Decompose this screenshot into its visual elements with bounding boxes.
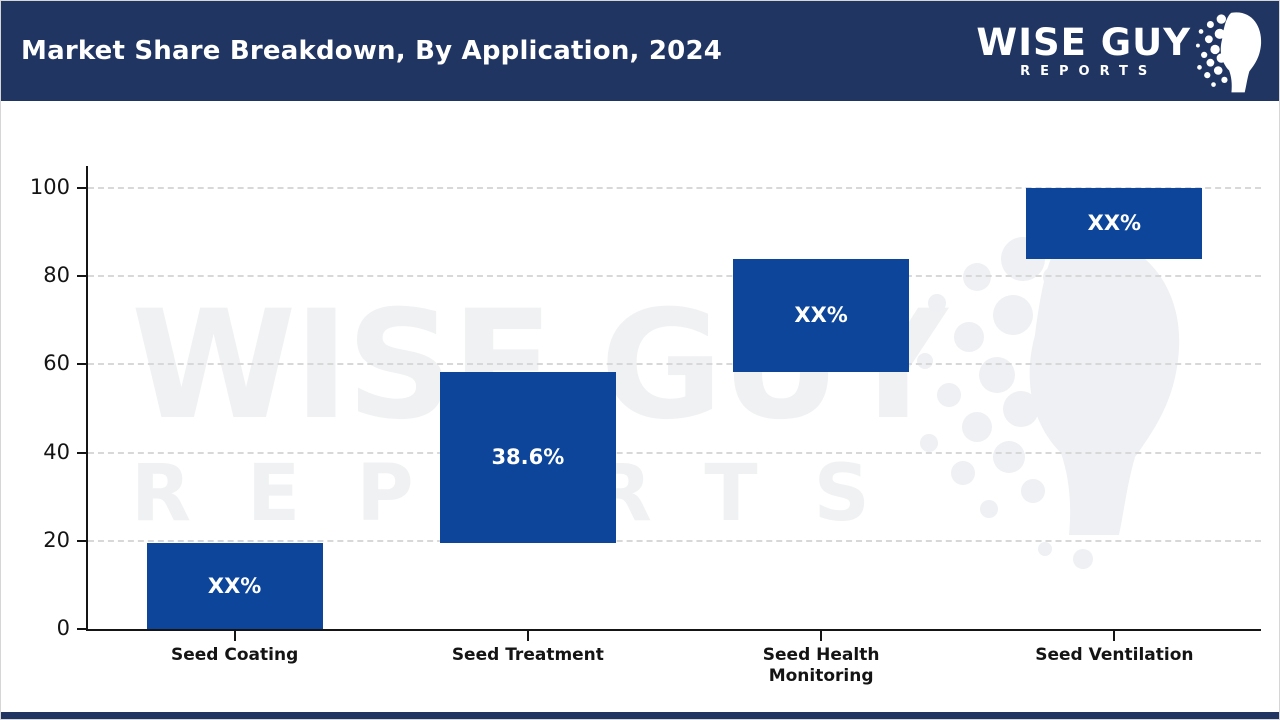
x-tick-mark-seed-ventilation xyxy=(1113,629,1116,641)
y-tick-mark-80 xyxy=(77,275,88,278)
gridline-80 xyxy=(88,275,1261,278)
x-tick-mark-seed-treatment xyxy=(526,629,529,641)
gridline-20 xyxy=(88,539,1261,542)
x-tick-label-seed-treatment: Seed Treatment xyxy=(451,645,604,665)
logo-face-icon xyxy=(1195,12,1262,93)
x-tick-mark-seed-coating xyxy=(233,629,236,641)
x-tick-mark-seed-health-monitoring xyxy=(820,629,823,641)
gridline-100 xyxy=(88,187,1261,190)
header: Market Share Breakdown, By Application, … xyxy=(1,1,1279,101)
gridline-60 xyxy=(88,363,1261,366)
plot-area: 0 20 40 60 80 100 XX% Seed Coating 38.6% Seed Tre… xyxy=(30,166,1261,686)
y-tick-mark-20 xyxy=(77,539,88,542)
x-tick-label-seed-ventilation: Seed Ventilation xyxy=(1035,645,1194,665)
y-tick-label-0: 0 xyxy=(56,616,70,640)
y-tick-label-20: 20 xyxy=(43,527,70,552)
y-tick-mark-100 xyxy=(77,187,88,190)
y-tick-label-100: 100 xyxy=(29,175,70,200)
bar-value-label: XX% xyxy=(1087,211,1142,236)
logo-wordmark: WISE GUY REPORTS xyxy=(976,24,1191,78)
bar-value-label: XX% xyxy=(207,573,262,598)
logo-wordmark-line2: REPORTS xyxy=(1020,64,1158,79)
bar-seed-treatment: 38.6% xyxy=(439,372,616,543)
x-tick-label-seed-coating: Seed Coating xyxy=(171,645,299,665)
bar-seed-ventilation: XX% xyxy=(1026,188,1203,259)
footer-bar xyxy=(1,712,1279,719)
bar-seed-coating: XX% xyxy=(146,542,323,629)
y-tick-label-60: 60 xyxy=(43,351,70,376)
logo-wordmark-line1: WISE GUY xyxy=(976,21,1191,64)
y-tick-mark-0 xyxy=(77,628,88,630)
bar-seed-health-monitoring: XX% xyxy=(733,258,910,373)
y-tick-mark-60 xyxy=(77,363,88,366)
x-tick-label-seed-health-monitoring: Seed Health Monitoring xyxy=(762,645,880,687)
y-tick-mark-40 xyxy=(77,451,88,454)
gridline-40 xyxy=(88,451,1261,454)
y-tick-label-80: 80 xyxy=(43,263,70,288)
bar-value-label: XX% xyxy=(794,303,848,328)
bar-value-label: 38.6% xyxy=(491,445,565,470)
y-tick-label-40: 40 xyxy=(43,439,70,464)
page-title: Market Share Breakdown, By Application, … xyxy=(21,36,723,66)
logo: WISE GUY REPORTS xyxy=(976,8,1265,94)
